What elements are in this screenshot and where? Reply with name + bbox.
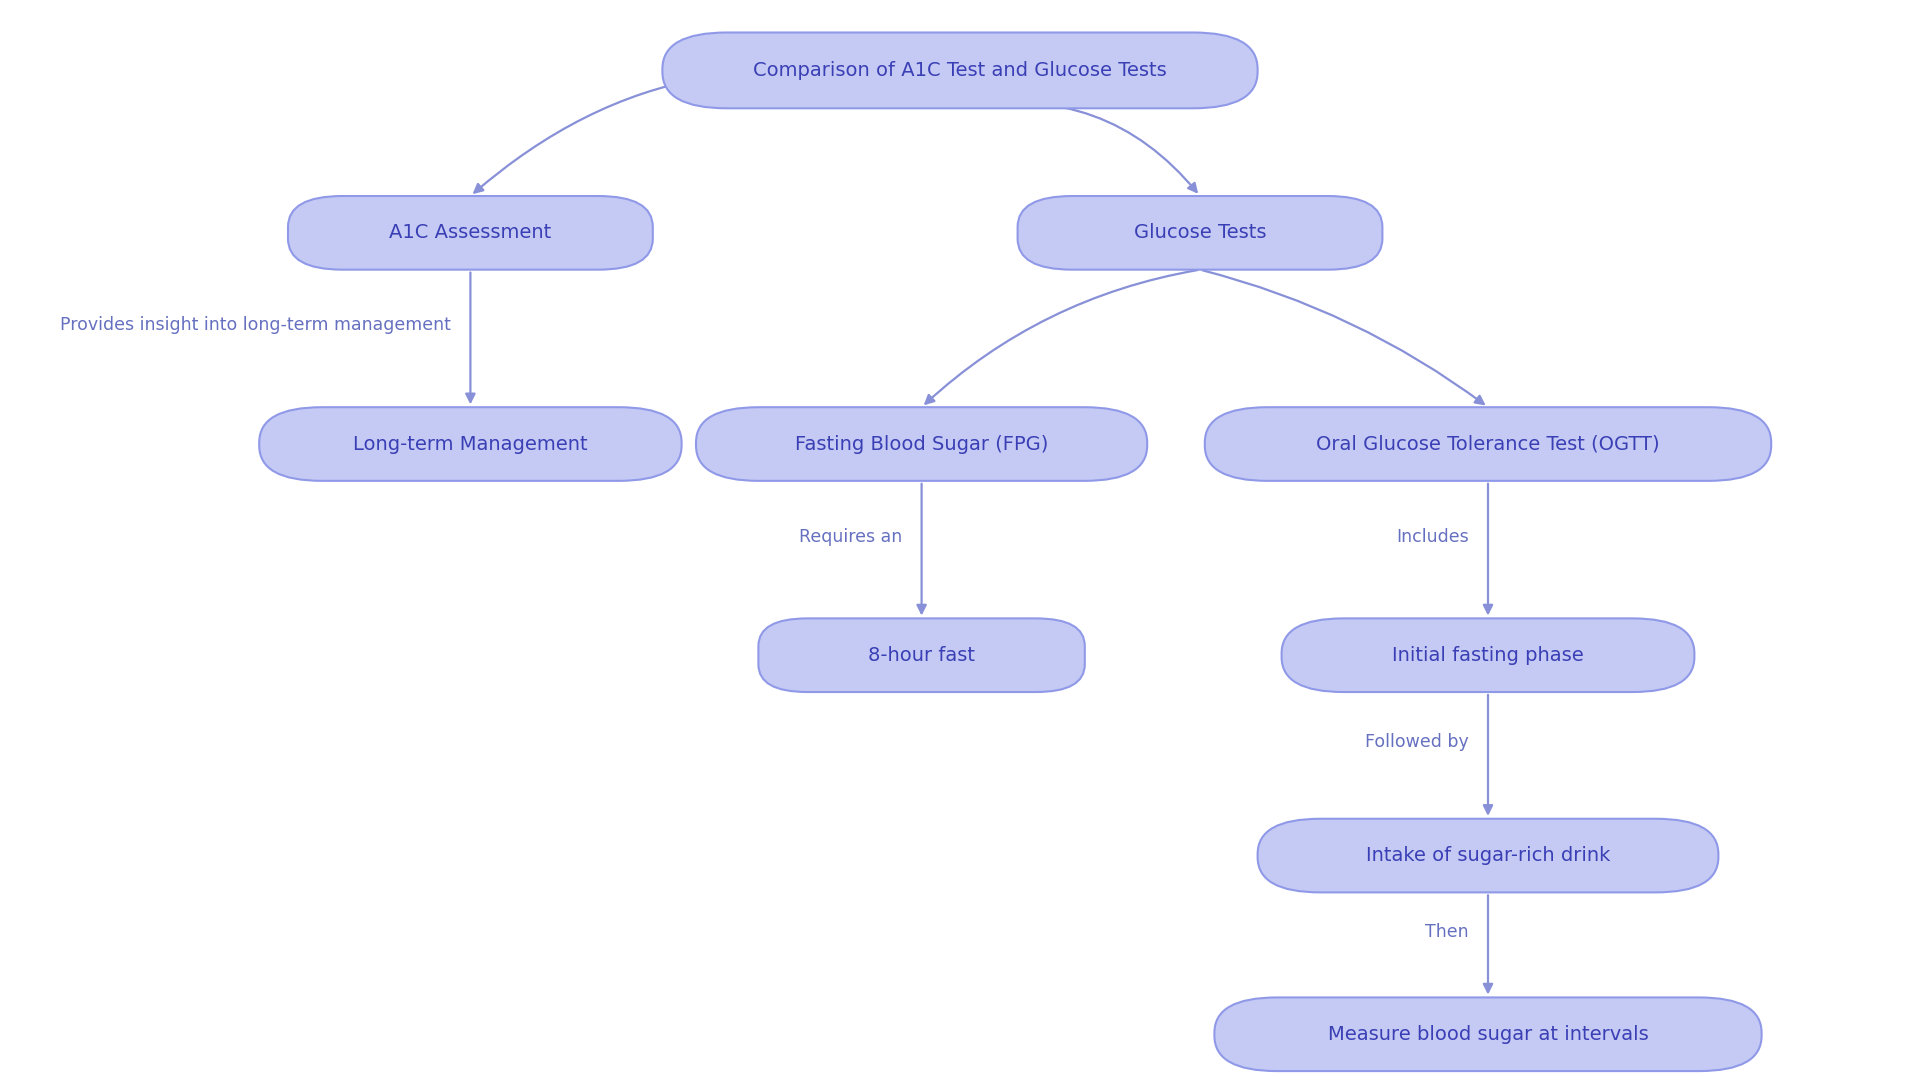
FancyBboxPatch shape xyxy=(259,407,682,481)
Text: Comparison of A1C Test and Glucose Tests: Comparison of A1C Test and Glucose Tests xyxy=(753,61,1167,80)
Text: Glucose Tests: Glucose Tests xyxy=(1133,223,1267,243)
FancyBboxPatch shape xyxy=(1283,618,1693,692)
FancyBboxPatch shape xyxy=(1206,407,1772,481)
Text: Fasting Blood Sugar (FPG): Fasting Blood Sugar (FPG) xyxy=(795,434,1048,454)
Text: 8-hour fast: 8-hour fast xyxy=(868,645,975,665)
FancyBboxPatch shape xyxy=(1258,819,1718,892)
FancyBboxPatch shape xyxy=(662,32,1258,108)
Text: Includes: Includes xyxy=(1396,527,1469,546)
FancyBboxPatch shape xyxy=(1018,196,1382,270)
Text: Measure blood sugar at intervals: Measure blood sugar at intervals xyxy=(1327,1025,1649,1044)
Text: Then: Then xyxy=(1425,923,1469,941)
Text: Followed by: Followed by xyxy=(1365,733,1469,752)
Text: Requires an: Requires an xyxy=(799,527,902,546)
Text: Oral Glucose Tolerance Test (OGTT): Oral Glucose Tolerance Test (OGTT) xyxy=(1317,434,1659,454)
FancyBboxPatch shape xyxy=(695,407,1146,481)
Text: Provides insight into long-term management: Provides insight into long-term manageme… xyxy=(60,316,451,335)
FancyBboxPatch shape xyxy=(1215,997,1763,1071)
FancyBboxPatch shape xyxy=(758,618,1085,692)
Text: Long-term Management: Long-term Management xyxy=(353,434,588,454)
Text: Initial fasting phase: Initial fasting phase xyxy=(1392,645,1584,665)
Text: Intake of sugar-rich drink: Intake of sugar-rich drink xyxy=(1365,846,1611,865)
Text: A1C Assessment: A1C Assessment xyxy=(390,223,551,243)
FancyBboxPatch shape xyxy=(288,196,653,270)
